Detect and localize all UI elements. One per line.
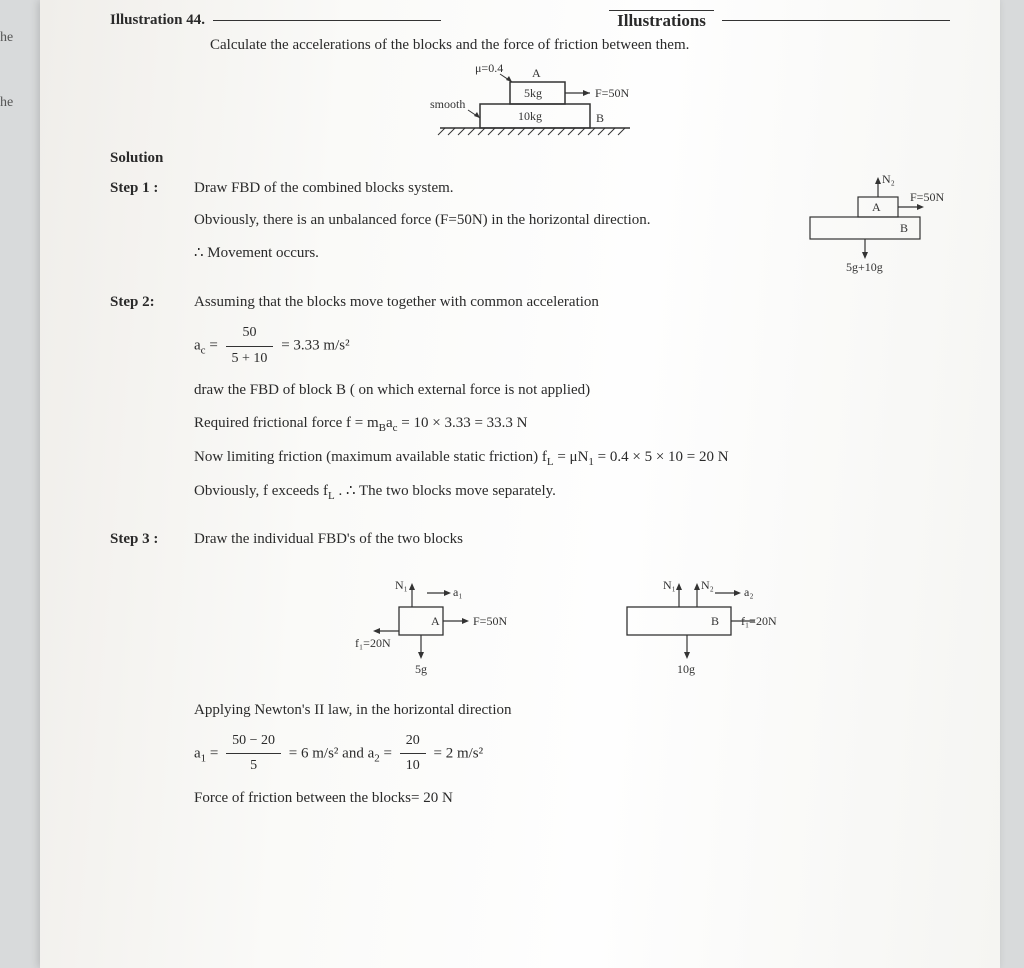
rule-left bbox=[213, 20, 441, 22]
page: Illustration 44. Illustrations Calculate… bbox=[40, 0, 1000, 968]
rule-right bbox=[722, 20, 950, 22]
svg-text:B: B bbox=[596, 111, 604, 125]
step3-label: Step 3 : bbox=[110, 526, 180, 817]
svg-text:5g+10g: 5g+10g bbox=[846, 260, 883, 274]
solution-heading: Solution bbox=[110, 150, 950, 167]
svg-text:F=50N: F=50N bbox=[473, 614, 507, 628]
step2-line5: Obviously, f exceeds fL . ∴ The two bloc… bbox=[194, 478, 950, 506]
svg-text:10g: 10g bbox=[677, 662, 695, 676]
step2-line1: Assuming that the blocks move together w… bbox=[194, 289, 950, 315]
svg-text:A: A bbox=[431, 614, 440, 628]
svg-text:B: B bbox=[900, 221, 908, 235]
step2-line4: Now limiting friction (maximum available… bbox=[194, 444, 950, 472]
svg-text:N₁: N₁ bbox=[663, 578, 676, 592]
step1-line3: ∴ Movement occurs. bbox=[194, 240, 770, 266]
svg-text:A: A bbox=[532, 66, 541, 80]
step3-fbd-b: B N₁ N₂ a₂ f₁=20N bbox=[597, 563, 817, 683]
svg-text:f₁=20N: f₁=20N bbox=[355, 636, 391, 650]
step1-fbd-diagram: B A N₂ F=50N 5g+10g bbox=[800, 175, 950, 275]
svg-text:F=50N: F=50N bbox=[910, 190, 944, 204]
svg-text:10kg: 10kg bbox=[518, 109, 542, 123]
svg-text:F=50N: F=50N bbox=[595, 86, 629, 100]
svg-text:a₂: a₂ bbox=[744, 585, 754, 599]
svg-text:N₁: N₁ bbox=[395, 578, 408, 592]
step3-line1: Draw the individual FBD's of the two blo… bbox=[194, 526, 950, 552]
section-title: Illustrations bbox=[609, 10, 714, 31]
svg-text:5kg: 5kg bbox=[524, 86, 542, 100]
step1-line2: Obviously, there is an unbalanced force … bbox=[194, 207, 770, 233]
step1-label: Step 1 : bbox=[110, 175, 180, 275]
step3-line3: Force of friction between the blocks= 20… bbox=[194, 785, 950, 811]
step3-line2: Applying Newton's II law, in the horizon… bbox=[194, 697, 950, 723]
svg-text:5g: 5g bbox=[415, 662, 427, 676]
svg-text:B: B bbox=[711, 614, 719, 628]
svg-text:μ=0.4: μ=0.4 bbox=[475, 61, 503, 75]
svg-text:N₂: N₂ bbox=[882, 172, 895, 186]
step3-eq: a1 = 50 − 205 = 6 m/s² and a2 = 2010 = 2… bbox=[194, 729, 950, 779]
svg-text:a₁: a₁ bbox=[453, 585, 463, 599]
margin-cut-text: he bbox=[0, 30, 13, 46]
step2-line2: draw the FBD of block B ( on which exter… bbox=[194, 377, 950, 403]
step2-label: Step 2: bbox=[110, 289, 180, 512]
svg-text:A: A bbox=[872, 200, 881, 214]
step2-line3: Required frictional force f = mBac = 10 … bbox=[194, 410, 950, 438]
step1-line1: Draw FBD of the combined blocks system. bbox=[194, 175, 770, 201]
margin-cut-text-2: he bbox=[0, 95, 13, 111]
problem-diagram: 10kg B 5kg A μ=0.4 smooth F=50N bbox=[400, 60, 660, 140]
problem-prompt: Calculate the accelerations of the block… bbox=[210, 37, 950, 54]
step2-eq-ac: ac = 505 + 10 = 3.33 m/s² bbox=[194, 321, 950, 371]
svg-text:f₁=20N: f₁=20N bbox=[741, 614, 777, 628]
svg-text:N₂: N₂ bbox=[701, 578, 714, 592]
step3-fbd-a: A N₁ a₁ F=50N f₁=20N bbox=[327, 563, 527, 683]
svg-text:smooth: smooth bbox=[430, 97, 465, 111]
illustration-number: Illustration 44. bbox=[110, 12, 205, 29]
